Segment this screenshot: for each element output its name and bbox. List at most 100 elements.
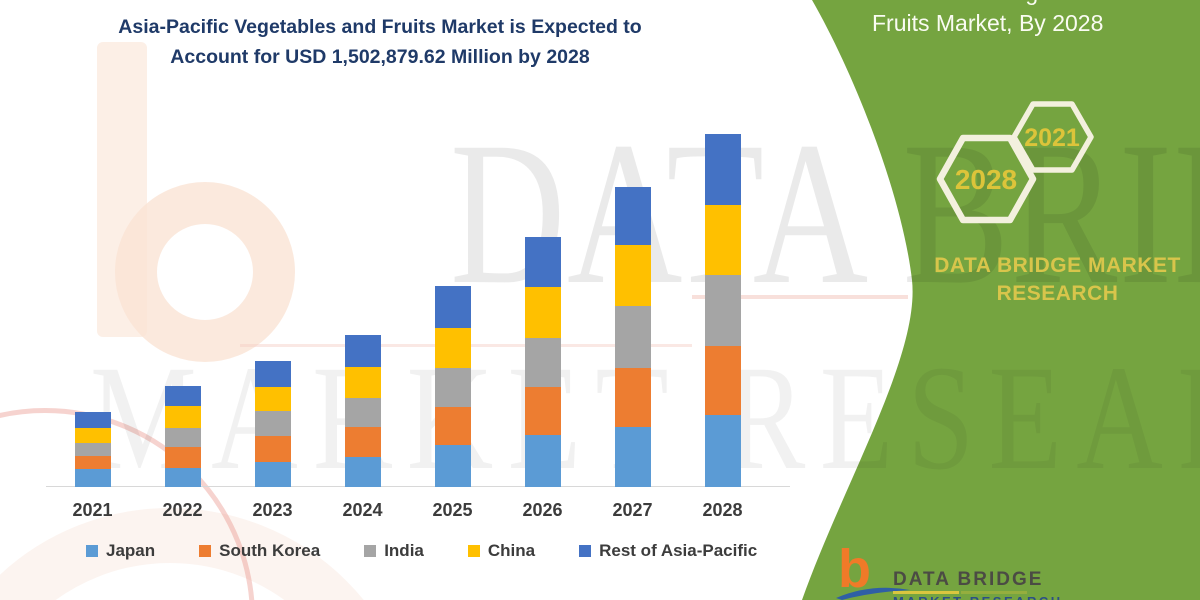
legend-label-rest-of-asia-pacific: Rest of Asia-Pacific [599,541,758,560]
legend-swatch-india [364,545,377,557]
legend-label-china: China [487,541,536,560]
legend-label-japan: Japan [106,541,156,560]
segment-china-2021 [74,428,111,443]
segment-south-korea-2027 [614,368,651,427]
legend-item-japan: Japan [86,541,155,561]
bar-2022 [164,386,201,487]
segment-india-2023 [254,411,291,436]
x-axis-label-2023: 2023 [252,500,293,520]
segment-china-2028 [704,205,741,275]
logo-b-glyph: b [838,539,871,599]
hexagon-large-outline [936,134,1037,224]
chart-title-line2: Account for USD 1,502,879.62 Million by … [170,46,590,68]
segment-rest-of-asia-pacific-2023 [254,361,291,387]
segment-rest-of-asia-pacific-2026 [524,237,561,287]
x-axis-label-2022: 2022 [162,500,203,520]
bar-2025 [434,286,471,487]
segment-rest-of-asia-pacific-2021 [74,412,111,428]
x-axis-line [46,486,790,487]
segment-japan-2022 [164,468,201,487]
legend-swatch-rest-of-asia-pacific [579,545,592,557]
segment-japan-2025 [434,445,471,487]
right-panel-heading-clipped-line: Asia-Pacific Vegetables and [872,0,1182,8]
bar-2024 [344,335,381,487]
x-axis-label-2021: 2021 [72,500,113,520]
bar-2028 [704,134,741,487]
chart-title: Asia-Pacific Vegetables and Fruits Marke… [85,12,675,72]
legend-item-south-korea: South Korea [199,541,320,561]
legend-item-rest-of-asia-pacific: Rest of Asia-Pacific [579,541,757,561]
segment-japan-2026 [524,435,561,487]
segment-japan-2028 [704,415,741,487]
legend-item-india: India [364,541,424,561]
bar-2026 [524,237,561,487]
legend-label-india: India [384,541,424,560]
logo-underline-green [961,591,1027,594]
segment-japan-2021 [74,469,111,487]
segment-south-korea-2023 [254,436,291,462]
segment-india-2021 [74,443,111,456]
segment-india-2025 [434,368,471,407]
right-panel-heading: Asia-Pacific Vegetables and Fruits Marke… [872,0,1182,39]
segment-rest-of-asia-pacific-2024 [344,335,381,367]
bar-2021 [74,412,111,487]
segment-china-2022 [164,406,201,428]
right-panel-heading-line: Fruits Market, By 2028 [872,10,1104,36]
segment-rest-of-asia-pacific-2028 [704,134,741,205]
segment-china-2023 [254,387,291,411]
segment-india-2022 [164,428,201,447]
segment-japan-2027 [614,427,651,487]
chart-legend: Japan South Korea India China Rest of Asia-P… [86,541,757,561]
segment-china-2024 [344,367,381,398]
watermark-databridge-text: DATA BRIDGE [450,100,1200,327]
chart-title-line1: Asia-Pacific Vegetables and Fruits Marke… [118,16,642,38]
x-axis-label-2024: 2024 [342,500,383,520]
x-axis-label-2025: 2025 [432,500,473,520]
databridge-logo: b DATA BRIDGE MARKET RESEARCH [836,541,1156,600]
segment-rest-of-asia-pacific-2027 [614,187,651,245]
hexagon-small-label: 2021 [1024,124,1080,152]
segment-india-2024 [344,398,381,427]
legend-swatch-china [467,545,480,557]
segment-rest-of-asia-pacific-2022 [164,386,201,406]
segment-japan-2023 [254,462,291,487]
hexagon-small-outline [1011,101,1094,173]
segment-india-2028 [704,275,741,346]
segment-china-2025 [434,328,471,368]
segment-south-korea-2021 [74,456,111,469]
x-axis-label-2026: 2026 [522,500,563,520]
watermark-band-upper [692,295,908,299]
legend-swatch-japan [86,545,98,557]
segment-japan-2024 [344,457,381,487]
logo-swoosh-icon [836,587,910,600]
segment-rest-of-asia-pacific-2025 [434,286,471,328]
brand-caption-line1: DATA BRIDGE MARKET [934,254,1181,277]
logo-name-text: DATA BRIDGE [893,569,1044,590]
brand-caption-line2: RESEARCH [996,282,1119,305]
bar-2027 [614,187,651,487]
logo-subtitle-text: MARKET RESEARCH [893,594,1063,600]
segment-india-2027 [614,306,651,368]
x-axis-label-2028: 2028 [702,500,743,520]
x-axis-label-2027: 2027 [612,500,653,520]
brand-caption: DATA BRIDGE MARKET RESEARCH [925,252,1190,308]
legend-label-south-korea: South Korea [219,541,321,560]
green-swoosh-shape [802,0,1200,600]
segment-south-korea-2028 [704,346,741,415]
segment-china-2026 [524,287,561,338]
segment-south-korea-2026 [524,387,561,435]
hexagon-large-label: 2028 [955,164,1017,195]
segment-south-korea-2022 [164,447,201,468]
logo-underline-yellow [893,591,959,594]
legend-item-china: China [467,541,536,561]
segment-china-2027 [614,245,651,306]
segment-south-korea-2024 [344,427,381,457]
bar-2023 [254,361,291,487]
legend-swatch-south-korea [199,545,212,557]
segment-india-2026 [524,338,561,387]
segment-south-korea-2025 [434,407,471,445]
